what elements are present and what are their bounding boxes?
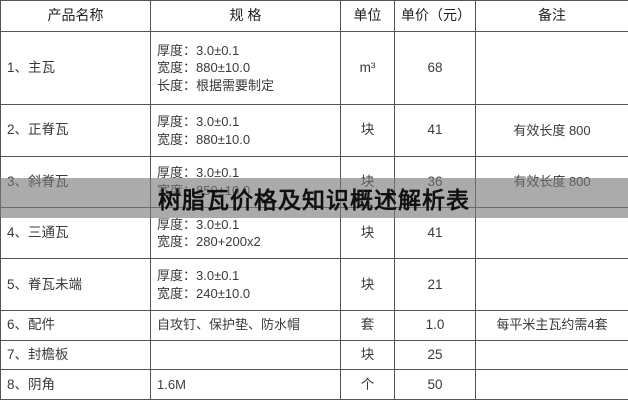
unit-7: 块 xyxy=(341,340,395,370)
price-2: 41 xyxy=(395,105,476,156)
resin-tile-price-table: 产品名称 规 格 单位 单价（元） 备注 1、主瓦 厚度：3.0±0.1 宽度：… xyxy=(0,0,628,400)
remark-5 xyxy=(476,259,628,310)
spec-7 xyxy=(151,340,341,370)
spec-5: 厚度：3.0±0.1 宽度：240±10.0 xyxy=(151,259,341,310)
unit-2: 块 xyxy=(341,105,395,156)
price-3: 36 xyxy=(395,156,476,207)
header-price: 单价（元） xyxy=(395,1,476,32)
remark-6: 每平米主瓦约需4套 xyxy=(476,310,628,340)
table-row-2[interactable]: 2、正脊瓦 厚度：3.0±0.1 宽度：880±10.0 块 41 有效长度 8… xyxy=(1,105,628,156)
remark-8 xyxy=(476,370,628,400)
table-row-8[interactable]: 8、阴角 1.6M 个 50 xyxy=(1,370,628,400)
unit-5: 块 xyxy=(341,259,395,310)
product-name-6: 6、配件 xyxy=(1,310,151,340)
remark-1 xyxy=(476,31,628,105)
product-name-4: 4、三通瓦 xyxy=(1,208,151,259)
price-6: 1.0 xyxy=(395,310,476,340)
spec-2: 厚度：3.0±0.1 宽度：880±10.0 xyxy=(151,105,341,156)
price-1: 68 xyxy=(395,31,476,105)
header-spec: 规 格 xyxy=(151,1,341,32)
table-row-3[interactable]: 3、斜脊瓦 厚度：3.0±0.1 宽度：850±10.0 块 36 有效长度 8… xyxy=(1,156,628,207)
spec-8: 1.6M xyxy=(151,370,341,400)
header-remark: 备注 xyxy=(476,1,628,32)
price-table-container: 产品名称 规 格 单位 单价（元） 备注 1、主瓦 厚度：3.0±0.1 宽度：… xyxy=(0,0,628,400)
unit-6: 套 xyxy=(341,310,395,340)
table-row-4[interactable]: 4、三通瓦 厚度：3.0±0.1 宽度：280+200x2 块 41 xyxy=(1,208,628,259)
unit-8: 个 xyxy=(341,370,395,400)
remark-7 xyxy=(476,340,628,370)
product-name-5: 5、脊瓦未端 xyxy=(1,259,151,310)
spec-6: 自攻钉、保护垫、防水帽 xyxy=(151,310,341,340)
spec-4: 厚度：3.0±0.1 宽度：280+200x2 xyxy=(151,208,341,259)
remark-4 xyxy=(476,208,628,259)
header-product-name: 产品名称 xyxy=(1,1,151,32)
price-8: 50 xyxy=(395,370,476,400)
table-row-1[interactable]: 1、主瓦 厚度：3.0±0.1 宽度：880±10.0 长度：根据需要制定 m³… xyxy=(1,31,628,105)
table-row-5[interactable]: 5、脊瓦未端 厚度：3.0±0.1 宽度：240±10.0 块 21 xyxy=(1,259,628,310)
spec-1: 厚度：3.0±0.1 宽度：880±10.0 长度：根据需要制定 xyxy=(151,31,341,105)
product-name-7: 7、封檐板 xyxy=(1,340,151,370)
remark-3: 有效长度 800 xyxy=(476,156,628,207)
remark-2: 有效长度 800 xyxy=(476,105,628,156)
unit-4: 块 xyxy=(341,208,395,259)
product-name-1: 1、主瓦 xyxy=(1,31,151,105)
header-unit: 单位 xyxy=(341,1,395,32)
product-name-3: 3、斜脊瓦 xyxy=(1,156,151,207)
product-name-2: 2、正脊瓦 xyxy=(1,105,151,156)
table-row-6[interactable]: 6、配件 自攻钉、保护垫、防水帽 套 1.0 每平米主瓦约需4套 xyxy=(1,310,628,340)
price-7: 25 xyxy=(395,340,476,370)
unit-3: 块 xyxy=(341,156,395,207)
price-4: 41 xyxy=(395,208,476,259)
product-name-8: 8、阴角 xyxy=(1,370,151,400)
table-row-7[interactable]: 7、封檐板 块 25 xyxy=(1,340,628,370)
table-header-row: 产品名称 规 格 单位 单价（元） 备注 xyxy=(1,1,628,32)
spec-3: 厚度：3.0±0.1 宽度：850±10.0 xyxy=(151,156,341,207)
unit-1: m³ xyxy=(341,31,395,105)
price-5: 21 xyxy=(395,259,476,310)
